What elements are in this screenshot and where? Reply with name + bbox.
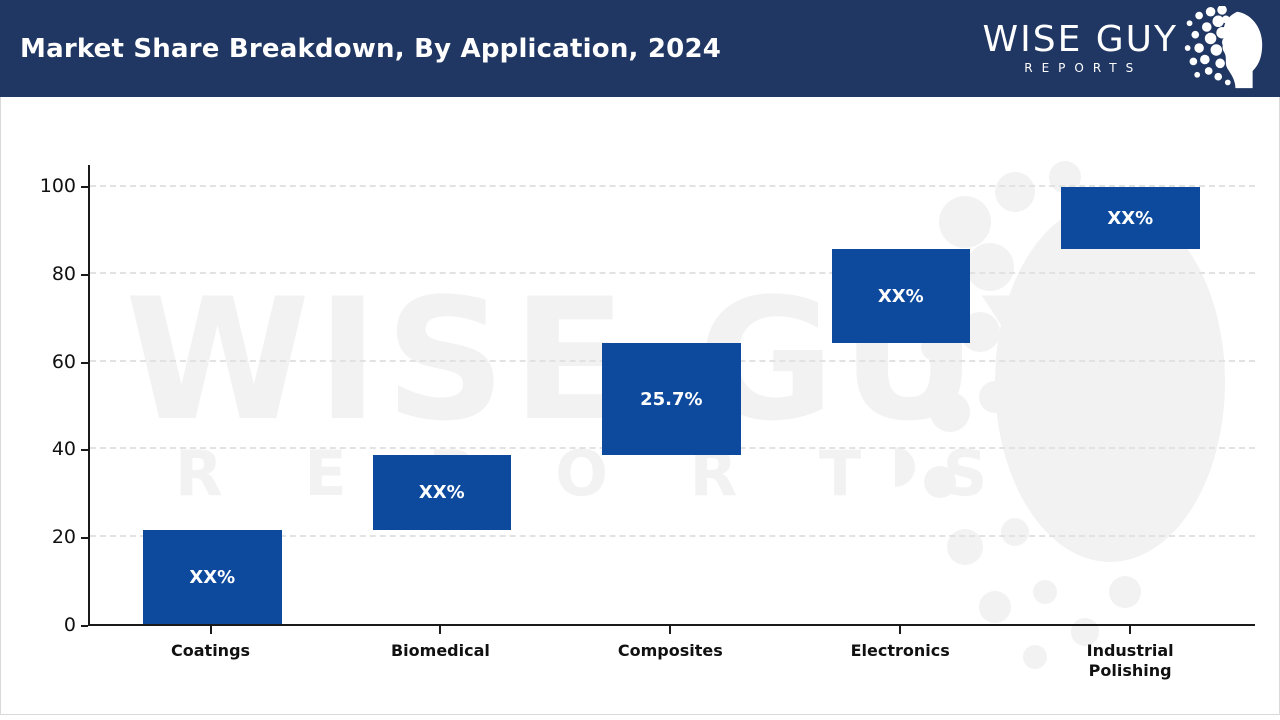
- chart-title: Market Share Breakdown, By Application, …: [20, 33, 722, 64]
- bar-label: 25.7%: [640, 388, 703, 410]
- chart-area: WISE GUY R E P O R T S XX% XX% 25.7% XX% XX%…: [0, 97, 1280, 715]
- y-tick-mark: [81, 185, 88, 188]
- gridline: [90, 184, 1255, 187]
- y-tick-label: 20: [51, 526, 76, 549]
- x-tick-label: Composites: [617, 641, 723, 660]
- y-tick-label: 60: [51, 350, 76, 373]
- x-tick-mark: [1129, 626, 1132, 634]
- plot-area: XX% XX% 25.7% XX% XX%: [88, 165, 1255, 626]
- y-tick-mark: [81, 537, 88, 540]
- brand-face-icon: [1184, 5, 1263, 88]
- bar: XX%: [143, 530, 282, 624]
- x-tick-label: Coatings: [171, 641, 251, 660]
- gridline: [90, 534, 1255, 537]
- bar-label: XX%: [418, 482, 465, 504]
- brand-name: WISE GUY: [982, 19, 1178, 60]
- brand-logo: WISE GUY REPORTS: [982, 5, 1267, 92]
- y-tick-mark: [81, 273, 88, 276]
- bar: 25.7%: [602, 342, 741, 456]
- y-tick-mark: [81, 361, 88, 364]
- gridline: [90, 272, 1255, 275]
- x-tick-label: Industrial Polishing: [1086, 641, 1174, 680]
- y-tick-label: 40: [51, 438, 76, 461]
- x-tick-mark: [439, 626, 442, 634]
- y-tick-mark: [81, 625, 88, 627]
- y-tick-label: 100: [39, 174, 76, 197]
- bar-label: XX%: [877, 285, 924, 307]
- bar: XX%: [1061, 186, 1200, 250]
- header-bar: Market Share Breakdown, By Application, …: [0, 0, 1280, 97]
- brand-subname: REPORTS: [1024, 61, 1143, 75]
- bar: XX%: [372, 455, 512, 531]
- bar-label: XX%: [189, 566, 236, 588]
- x-tick-mark: [209, 626, 212, 634]
- bar: XX%: [831, 249, 971, 343]
- x-tick-mark: [669, 626, 672, 634]
- brand-logo-text: WISE GUY REPORTS: [982, 19, 1179, 76]
- y-tick-mark: [81, 449, 88, 452]
- bar-label: XX%: [1107, 207, 1154, 229]
- watermark-subtext: R E P O R T S: [175, 437, 1018, 510]
- y-tick-label: 0: [63, 614, 76, 636]
- x-tick-label: Electronics: [850, 641, 950, 660]
- x-tick-label: Biomedical: [390, 641, 490, 660]
- y-tick-label: 80: [51, 262, 76, 285]
- x-tick-mark: [899, 626, 902, 634]
